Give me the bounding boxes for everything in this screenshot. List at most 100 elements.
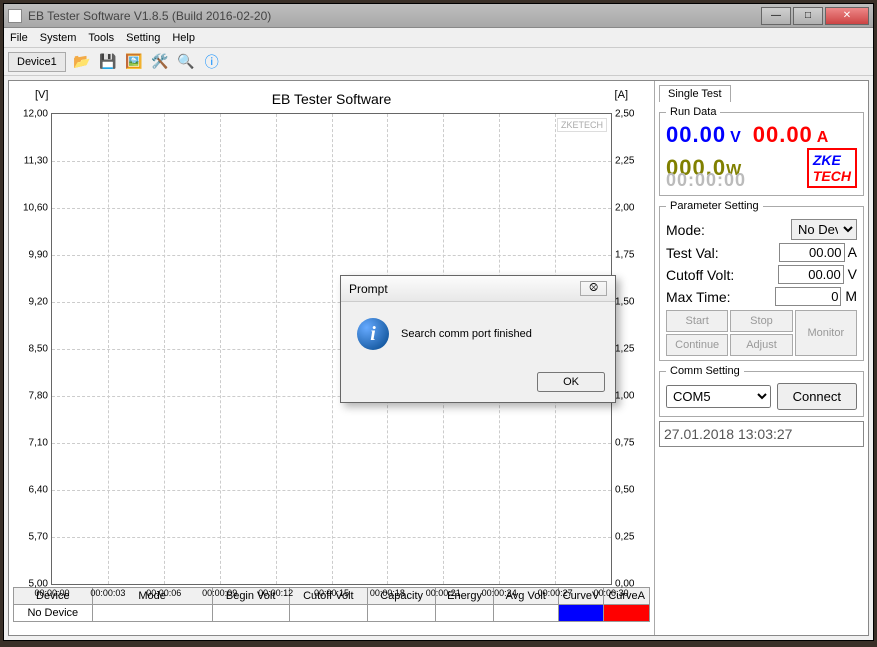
monitor-button[interactable]: Monitor	[795, 310, 857, 356]
maxtime-label: Max Time:	[666, 289, 731, 305]
td-capacity	[368, 605, 436, 622]
chart-title: EB Tester Software	[13, 91, 650, 107]
cutoff-label: Cutoff Volt:	[666, 267, 734, 283]
status-bar: 27.01.2018 13:03:27	[659, 421, 864, 447]
td-curvea	[604, 605, 650, 622]
run-data-group: Run Data 00.00V 00.00A 000.0W ZKETECH 00…	[659, 106, 864, 196]
xtick: 00:00:03	[90, 588, 125, 598]
maxtime-unit: M	[845, 288, 857, 304]
comm-port-select[interactable]: COM5	[666, 385, 771, 408]
ytick-left: 9,90	[29, 250, 48, 261]
adjust-button[interactable]: Adjust	[730, 334, 792, 356]
mode-select[interactable]: No Devic	[791, 219, 857, 240]
ytick-left: 11,30	[24, 156, 48, 167]
xtick: 00:00:24	[482, 588, 517, 598]
continue-button[interactable]: Continue	[666, 334, 728, 356]
prompt-dialog: Prompt ⮾ i Search comm port finished OK	[340, 275, 616, 403]
xtick: 00:00:21	[426, 588, 461, 598]
right-panel: Single Test Run Data 00.00V 00.00A 000.0…	[654, 81, 868, 635]
run-data-legend: Run Data	[666, 106, 720, 118]
connect-button[interactable]: Connect	[777, 383, 857, 410]
ytick-left: 7,80	[29, 391, 48, 402]
xtick: 00:00:15	[314, 588, 349, 598]
cutoff-input[interactable]	[778, 265, 844, 284]
window-title: EB Tester Software V1.8.5 (Build 2016-02…	[28, 9, 761, 23]
dialog-ok-button[interactable]: OK	[537, 372, 605, 392]
comm-legend: Comm Setting	[666, 365, 744, 377]
chart-watermark: ZKETECH	[557, 118, 607, 132]
dialog-titlebar[interactable]: Prompt ⮾	[341, 276, 615, 302]
td-curvev	[558, 605, 604, 622]
ytick-right: 0,75	[615, 438, 634, 449]
ytick-right: 1,00	[615, 391, 634, 402]
td-avgvolt	[493, 605, 558, 622]
maxtime-input[interactable]	[775, 287, 841, 306]
testval-input[interactable]	[779, 243, 845, 262]
menu-file[interactable]: File	[10, 32, 28, 44]
ytick-left: 6,40	[29, 485, 48, 496]
xtick: 00:00:30	[593, 588, 628, 598]
xtick: 00:00:09	[202, 588, 237, 598]
ytick-right: 1,50	[615, 297, 634, 308]
ytick-left: 7,10	[29, 438, 48, 449]
ytick-left: 8,50	[29, 344, 48, 355]
close-button[interactable]: ✕	[825, 7, 869, 25]
td-beginvolt	[212, 605, 289, 622]
ytick-right: 0,25	[615, 532, 634, 543]
ytick-right: 2,50	[615, 109, 634, 120]
comm-group: Comm Setting COM5 Connect	[659, 365, 864, 417]
time-value: 00:00:00	[666, 170, 746, 191]
dialog-info-icon: i	[357, 318, 389, 350]
single-test-tab[interactable]: Single Test	[659, 85, 731, 102]
open-icon[interactable]: 📂	[72, 52, 92, 72]
xtick: 00:00:06	[146, 588, 181, 598]
menu-system[interactable]: System	[40, 32, 77, 44]
start-button[interactable]: Start	[666, 310, 728, 332]
menubar: File System Tools Setting Help	[4, 28, 873, 48]
ytick-right: 2,00	[615, 203, 634, 214]
search-icon[interactable]: 🔍	[176, 52, 196, 72]
ytick-left: 12,00	[23, 109, 48, 120]
zketech-logo: ZKETECH	[807, 148, 857, 188]
td-device: No Device	[14, 605, 93, 622]
ytick-right: 1,75	[615, 250, 634, 261]
xtick: 00:00:00	[34, 588, 69, 598]
td-cutoffvolt	[289, 605, 367, 622]
parameter-group: Parameter Setting Mode: No Devic Test Va…	[659, 200, 864, 361]
ytick-right: 2,25	[615, 156, 634, 167]
cutoff-unit: V	[848, 266, 857, 282]
dialog-title-text: Prompt	[349, 282, 388, 296]
ytick-right: 0,50	[615, 485, 634, 496]
tools-icon[interactable]: 🛠️	[150, 52, 170, 72]
toolbar: Device1 📂 💾 🖼️ 🛠️ 🔍 ⓘ	[4, 48, 873, 76]
dialog-close-icon[interactable]: ⮾	[580, 281, 607, 296]
current-unit: A	[817, 129, 829, 147]
maximize-button[interactable]: □	[793, 7, 823, 25]
voltage-value: 00.00	[666, 122, 726, 148]
ytick-left: 10,60	[23, 203, 48, 214]
xtick: 00:00:12	[258, 588, 293, 598]
voltage-unit: V	[730, 129, 741, 147]
dialog-message: Search comm port finished	[401, 328, 532, 340]
titlebar[interactable]: EB Tester Software V1.8.5 (Build 2016-02…	[4, 4, 873, 28]
xtick: 00:00:27	[538, 588, 573, 598]
stop-button[interactable]: Stop	[730, 310, 792, 332]
image-icon[interactable]: 🖼️	[124, 52, 144, 72]
td-energy	[436, 605, 494, 622]
table-row: No Device	[14, 605, 650, 622]
ytick-right: 1,25	[615, 344, 634, 355]
info-icon[interactable]: ⓘ	[202, 52, 222, 72]
td-mode	[92, 605, 212, 622]
parameter-legend: Parameter Setting	[666, 200, 763, 212]
minimize-button[interactable]: —	[761, 7, 791, 25]
mode-label: Mode:	[666, 222, 705, 238]
menu-tools[interactable]: Tools	[88, 32, 114, 44]
menu-help[interactable]: Help	[172, 32, 195, 44]
menu-setting[interactable]: Setting	[126, 32, 160, 44]
current-value: 00.00	[753, 122, 813, 148]
app-icon	[8, 9, 22, 23]
testval-label: Test Val:	[666, 245, 719, 261]
xtick: 00:00:18	[370, 588, 405, 598]
device-tab[interactable]: Device1	[8, 52, 66, 72]
save-icon[interactable]: 💾	[98, 52, 118, 72]
